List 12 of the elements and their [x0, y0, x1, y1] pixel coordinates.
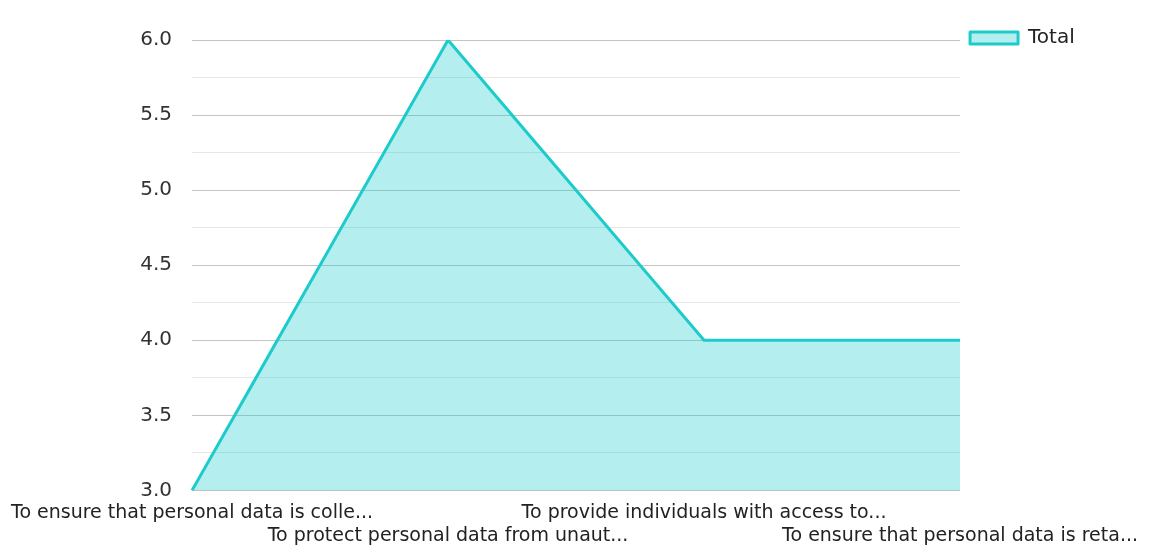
- x-tick-label: To ensure that personal data is colle...: [10, 499, 374, 522]
- y-tick-label: 6.0: [140, 26, 173, 51]
- y-tick-label: 5.5: [140, 101, 173, 126]
- y-tick-label: 3.0: [140, 476, 173, 501]
- x-tick-label: To ensure that personal data is reta...: [781, 522, 1138, 545]
- y-tick-label: 4.5: [140, 251, 173, 276]
- y-tick-label: 4.0: [140, 326, 173, 351]
- legend-label: Total: [1027, 24, 1075, 49]
- y-tick-label: 3.5: [140, 401, 173, 426]
- x-tick-label: To protect personal data from unaut...: [266, 522, 629, 545]
- x-tick-label: To provide individuals with access to...: [520, 499, 887, 522]
- y-tick-label: 5.0: [140, 176, 173, 201]
